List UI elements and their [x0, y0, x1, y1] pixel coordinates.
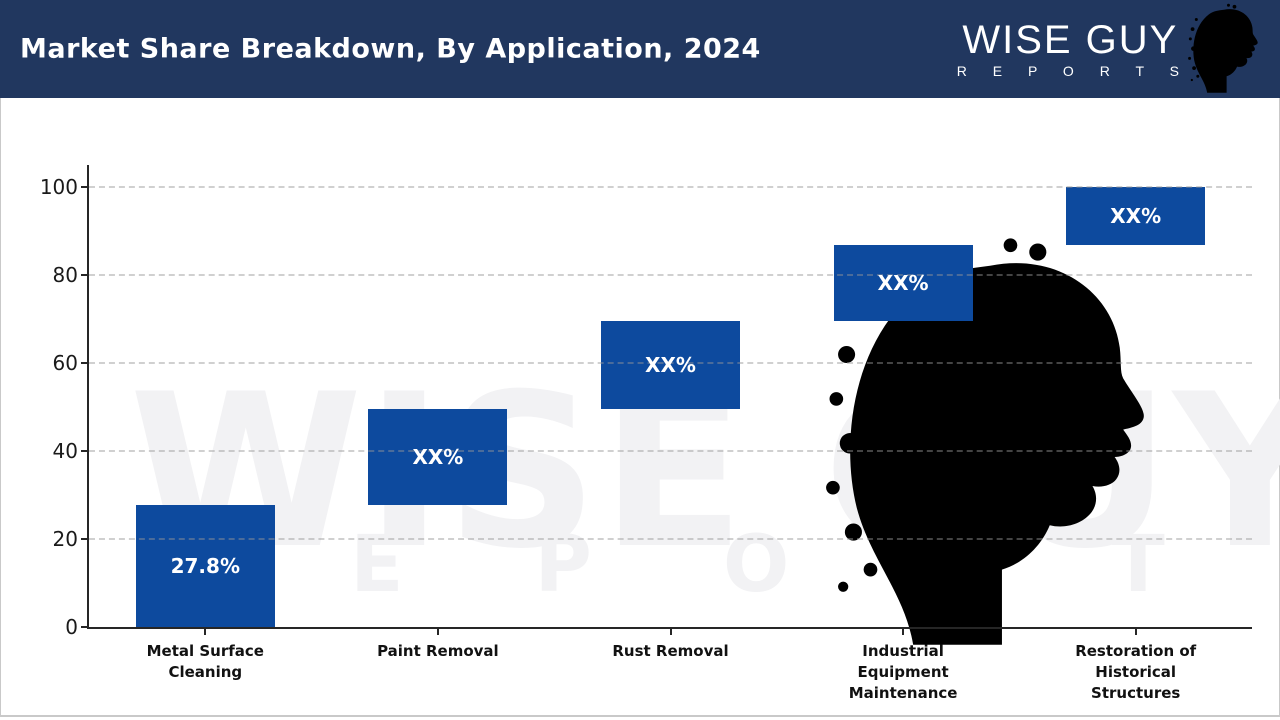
- brand-logo: WISE GUY R E P O R T S: [951, 0, 1272, 98]
- header-bar: Market Share Breakdown, By Application, …: [0, 0, 1280, 98]
- watermark-text-2: R E P O R T S: [159, 520, 1280, 610]
- brand-name: WISE GUY: [962, 17, 1179, 62]
- brand-logo-text: WISE GUY R E P O R T S: [951, 20, 1190, 79]
- page-title: Market Share Breakdown, By Application, …: [20, 33, 761, 65]
- brand-tagline: R E P O R T S: [956, 62, 1190, 79]
- watermark-face-icon: [826, 238, 1144, 645]
- brand-face-icon: [1188, 3, 1258, 93]
